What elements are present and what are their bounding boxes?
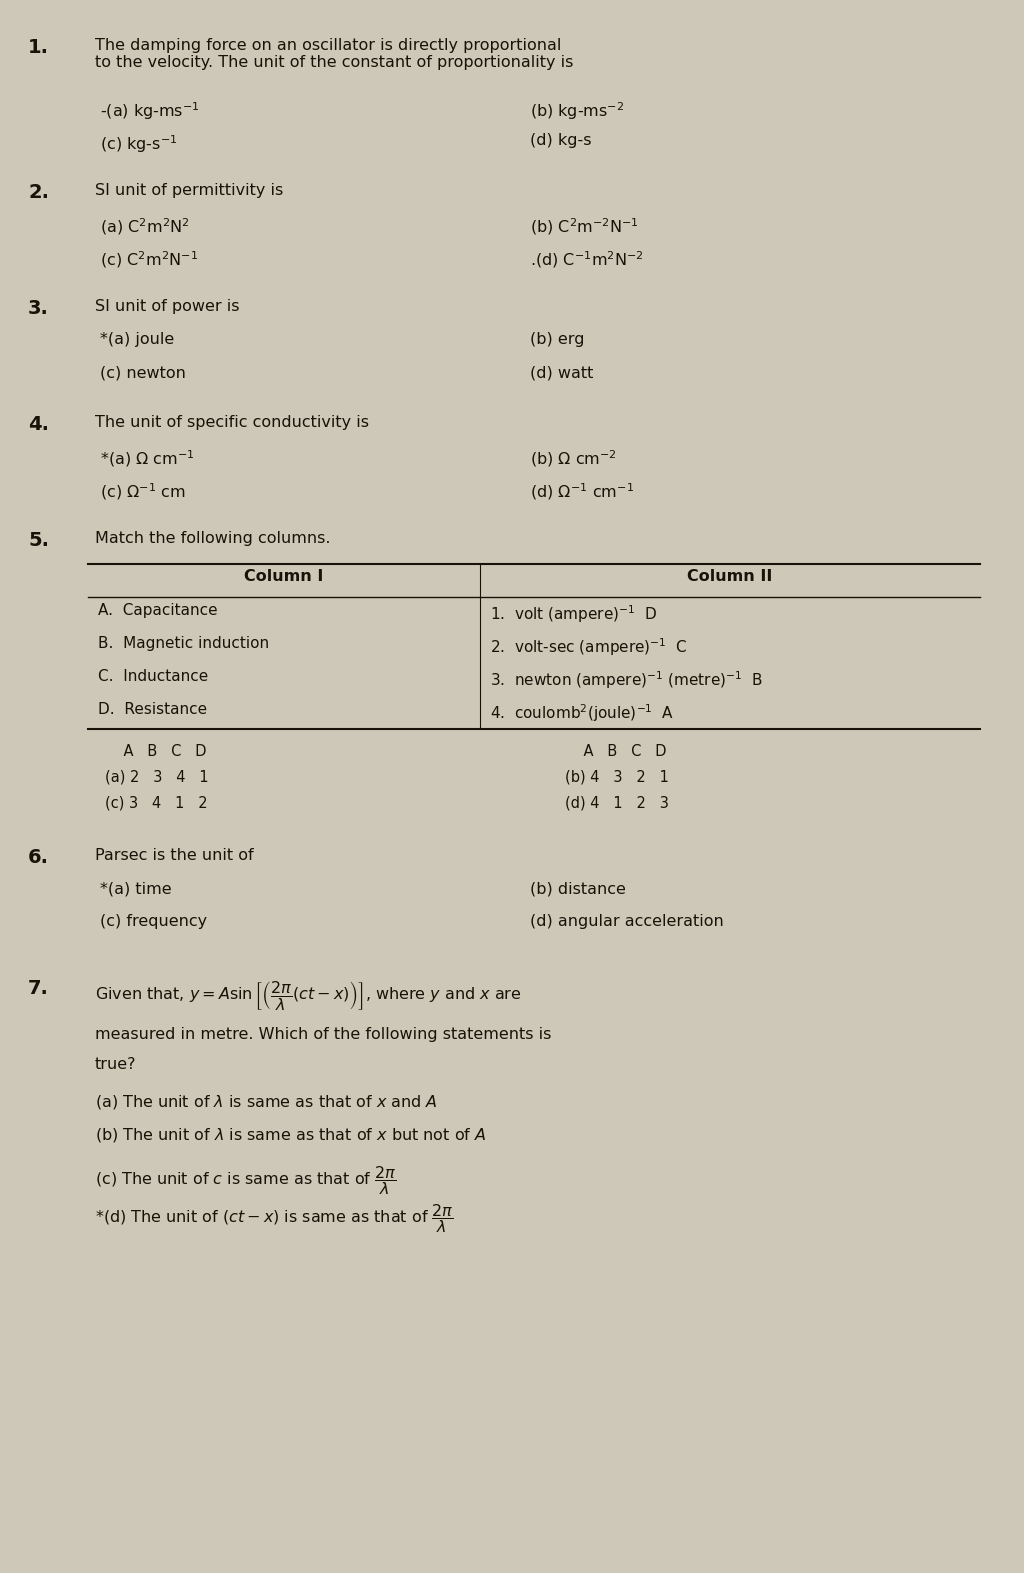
Text: 1.  volt (ampere)$^{-1}$  D: 1. volt (ampere)$^{-1}$ D <box>490 602 657 624</box>
Text: (c) The unit of $c$ is same as that of $\dfrac{2\pi}{\lambda}$: (c) The unit of $c$ is same as that of $… <box>95 1164 396 1197</box>
Text: (c) C$^{2}$m$^{2}$N$^{-1}$: (c) C$^{2}$m$^{2}$N$^{-1}$ <box>100 249 198 269</box>
Text: (a) The unit of $\lambda$ is same as that of $x$ and $A$: (a) The unit of $\lambda$ is same as tha… <box>95 1093 438 1111</box>
Text: 5.: 5. <box>28 532 49 551</box>
Text: (b) Ω cm$^{-2}$: (b) Ω cm$^{-2}$ <box>530 448 616 469</box>
Text: (d) Ω$^{-1}$ cm$^{-1}$: (d) Ω$^{-1}$ cm$^{-1}$ <box>530 481 634 502</box>
Text: (c) Ω$^{-1}$ cm: (c) Ω$^{-1}$ cm <box>100 481 186 502</box>
Text: SI unit of permittivity is: SI unit of permittivity is <box>95 182 284 198</box>
Text: true?: true? <box>95 1057 136 1073</box>
Text: (d) 4   1   2   3: (d) 4 1 2 3 <box>565 796 669 812</box>
Text: B.  Magnetic induction: B. Magnetic induction <box>98 635 269 651</box>
Text: -(a) kg-ms$^{-1}$: -(a) kg-ms$^{-1}$ <box>100 101 200 121</box>
Text: (c) 3   4   1   2: (c) 3 4 1 2 <box>105 796 208 812</box>
Text: D.  Resistance: D. Resistance <box>98 702 207 717</box>
Text: (b) The unit of $\lambda$ is same as that of $x$ but not of $A$: (b) The unit of $\lambda$ is same as tha… <box>95 1126 486 1144</box>
Text: (c) frequency: (c) frequency <box>100 914 207 930</box>
Text: Given that, $y = A\sin\left[\left(\dfrac{2\pi}{\lambda}(ct - x)\right)\right]$, : Given that, $y = A\sin\left[\left(\dfrac… <box>95 978 521 1011</box>
Text: (d) kg-s: (d) kg-s <box>530 134 592 148</box>
Text: (c) newton: (c) newton <box>100 365 186 381</box>
Text: 1.: 1. <box>28 38 49 57</box>
Text: (a) C$^{2}$m$^{2}$N$^{2}$: (a) C$^{2}$m$^{2}$N$^{2}$ <box>100 216 189 236</box>
Text: (b) kg-ms$^{-2}$: (b) kg-ms$^{-2}$ <box>530 101 624 121</box>
Text: A   B   C   D: A B C D <box>565 744 667 760</box>
Text: Column II: Column II <box>687 569 773 584</box>
Text: 3.  newton (ampere)$^{-1}$ (metre)$^{-1}$  B: 3. newton (ampere)$^{-1}$ (metre)$^{-1}$… <box>490 669 763 691</box>
Text: (a) 2   3   4   1: (a) 2 3 4 1 <box>105 771 209 785</box>
Text: *(a) time: *(a) time <box>100 881 172 897</box>
Text: *(a) joule: *(a) joule <box>100 332 174 348</box>
Text: The unit of specific conductivity is: The unit of specific conductivity is <box>95 415 369 429</box>
Text: *(d) The unit of $(ct - x)$ is same as that of $\dfrac{2\pi}{\lambda}$: *(d) The unit of $(ct - x)$ is same as t… <box>95 1202 454 1235</box>
Text: 2.  volt-sec (ampere)$^{-1}$  C: 2. volt-sec (ampere)$^{-1}$ C <box>490 635 687 658</box>
Text: Parsec is the unit of: Parsec is the unit of <box>95 848 254 864</box>
Text: Match the following columns.: Match the following columns. <box>95 532 331 546</box>
Text: SI unit of power is: SI unit of power is <box>95 299 240 315</box>
Text: 7.: 7. <box>28 978 49 997</box>
Text: measured in metre. Which of the following statements is: measured in metre. Which of the followin… <box>95 1027 551 1041</box>
Text: .(d) C$^{-1}$m$^{2}$N$^{-2}$: .(d) C$^{-1}$m$^{2}$N$^{-2}$ <box>530 249 644 269</box>
Text: (b) distance: (b) distance <box>530 881 626 897</box>
Text: (b) erg: (b) erg <box>530 332 585 348</box>
Text: (b) C$^{2}$m$^{-2}$N$^{-1}$: (b) C$^{2}$m$^{-2}$N$^{-1}$ <box>530 216 639 236</box>
Text: (b) 4   3   2   1: (b) 4 3 2 1 <box>565 771 669 785</box>
Text: C.  Inductance: C. Inductance <box>98 669 208 684</box>
Text: (d) angular acceleration: (d) angular acceleration <box>530 914 724 930</box>
Text: (c) kg-s$^{-1}$: (c) kg-s$^{-1}$ <box>100 134 177 154</box>
Text: A   B   C   D: A B C D <box>105 744 207 760</box>
Text: The damping force on an oscillator is directly proportional
to the velocity. The: The damping force on an oscillator is di… <box>95 38 573 71</box>
Text: 3.: 3. <box>28 299 49 318</box>
Text: 4.  coulomb$^{2}$(joule)$^{-1}$  A: 4. coulomb$^{2}$(joule)$^{-1}$ A <box>490 702 674 724</box>
Text: Column I: Column I <box>245 569 324 584</box>
Text: 2.: 2. <box>28 182 49 201</box>
Text: 4.: 4. <box>28 415 49 434</box>
Text: *(a) Ω cm$^{-1}$: *(a) Ω cm$^{-1}$ <box>100 448 195 469</box>
Text: A.  Capacitance: A. Capacitance <box>98 602 218 618</box>
Text: (d) watt: (d) watt <box>530 365 593 381</box>
Text: 6.: 6. <box>28 848 49 867</box>
